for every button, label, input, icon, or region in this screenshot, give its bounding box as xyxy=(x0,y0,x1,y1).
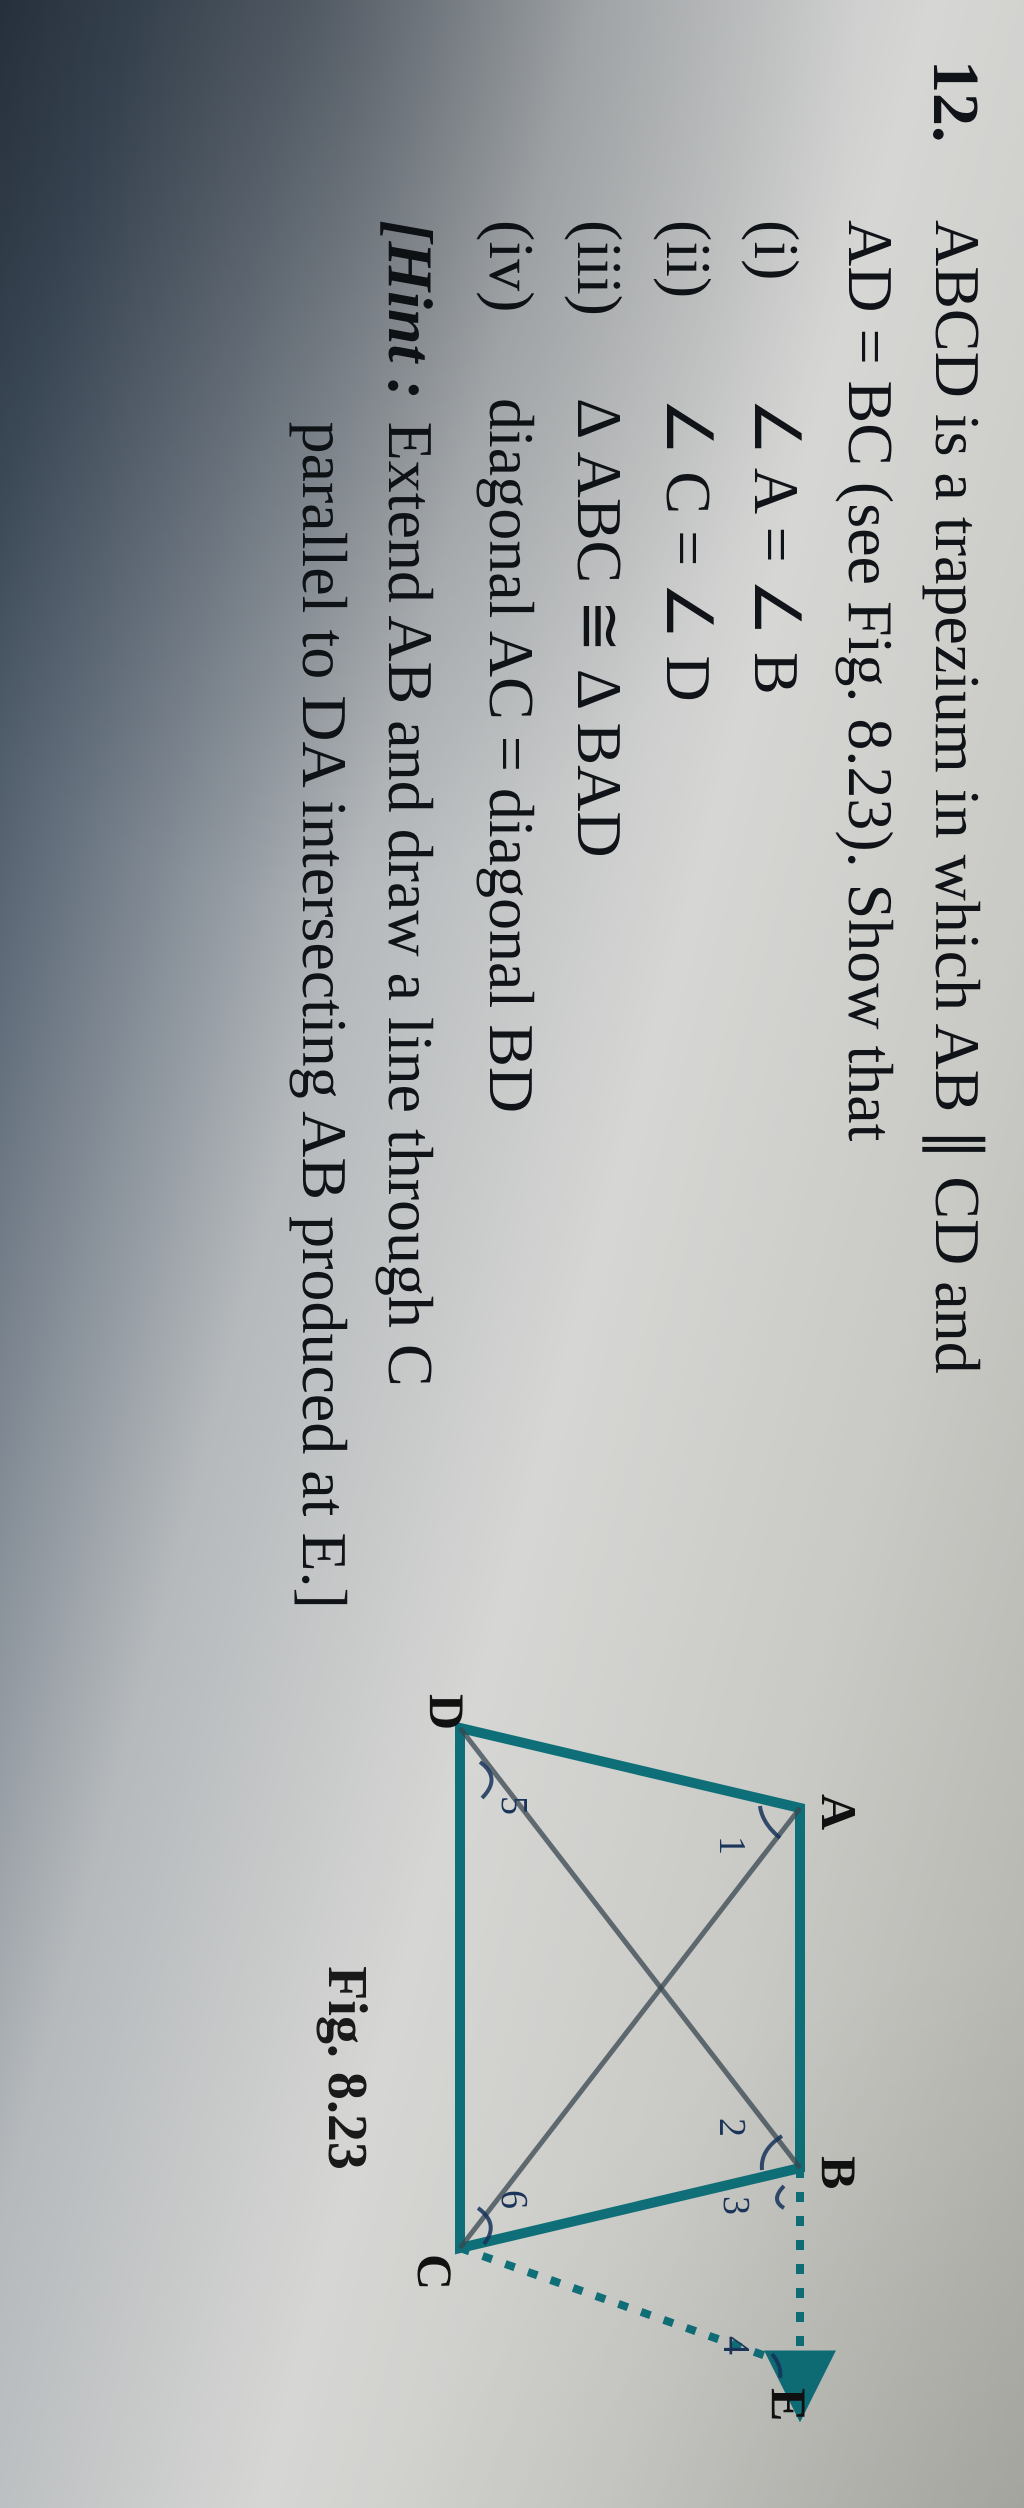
hint-line-2: parallel to DA intersecting AB produced … xyxy=(281,422,367,1609)
figure: 1 2 3 4 5 6 A B E D C Fig. 8.23 xyxy=(308,1688,880,2448)
figure-caption: Fig. 8.23 xyxy=(308,1688,384,2448)
question-row: 12. ABCD is a trapezium in which AB ∥ CD… xyxy=(281,60,1000,2448)
page: DC ≅ Δ DEF. 12. ABCD is a trapezium in w… xyxy=(0,0,1024,2508)
stem-line-1: ABCD is a trapezium in which AB ∥ CD and xyxy=(913,220,999,1648)
hint-line-1: Extend AB and draw a line through C xyxy=(367,422,453,1609)
angle-label-6: 6 xyxy=(493,2190,535,2209)
item-label: (i) xyxy=(733,220,819,370)
question-number: 12. xyxy=(911,60,1000,180)
vertex-d: D xyxy=(419,1694,475,1730)
item-text: Δ ABC ≅ Δ BAD xyxy=(556,398,642,858)
item-label: (iv) xyxy=(467,220,553,370)
question-items: (i) ∠ A = ∠ B (ii) ∠ C = ∠ D (iii) Δ ABC… xyxy=(467,220,819,1648)
hint: [Hint : Extend AB and draw a line throug… xyxy=(281,220,454,1648)
vertex-b: B xyxy=(811,2156,867,2189)
vertex-c: C xyxy=(407,2254,463,2290)
stem-line-2: AD = BC (see Fig. 8.23). Show that xyxy=(827,220,913,1648)
question-body: ABCD is a trapezium in which AB ∥ CD and… xyxy=(281,220,1000,1648)
item-label: (ii) xyxy=(644,220,730,370)
fragment-top-line: DC ≅ Δ DEF. xyxy=(1006,240,1024,2448)
angle-label-3: 3 xyxy=(715,2196,757,2215)
angle-label-4: 4 xyxy=(715,2336,757,2355)
trapezium-diagram: 1 2 3 4 5 6 A B E D C xyxy=(400,1688,880,2448)
angle-label-1: 1 xyxy=(711,1836,753,1855)
hint-body: Extend AB and draw a line through C para… xyxy=(281,422,454,1609)
item-iv: (iv) diagonal AC = diagonal BD xyxy=(467,220,553,1648)
vertex-a: A xyxy=(811,1794,867,1830)
angle-label-2: 2 xyxy=(711,2118,753,2137)
item-text: ∠ A = ∠ B xyxy=(733,398,819,695)
angle-label-5: 5 xyxy=(493,1796,535,1815)
hint-label: [Hint : xyxy=(281,220,454,400)
question-stem: ABCD is a trapezium in which AB ∥ CD and… xyxy=(827,220,1000,1648)
page-content: DC ≅ Δ DEF. 12. ABCD is a trapezium in w… xyxy=(281,60,1024,2448)
item-i: (i) ∠ A = ∠ B xyxy=(733,220,819,1648)
item-label: (iii) xyxy=(556,220,642,370)
item-iii: (iii) Δ ABC ≅ Δ BAD xyxy=(556,220,642,1648)
item-text: ∠ C = ∠ D xyxy=(644,398,730,702)
item-text: diagonal AC = diagonal BD xyxy=(467,398,553,1113)
vertex-e: E xyxy=(761,2388,817,2421)
item-ii: (ii) ∠ C = ∠ D xyxy=(644,220,730,1648)
